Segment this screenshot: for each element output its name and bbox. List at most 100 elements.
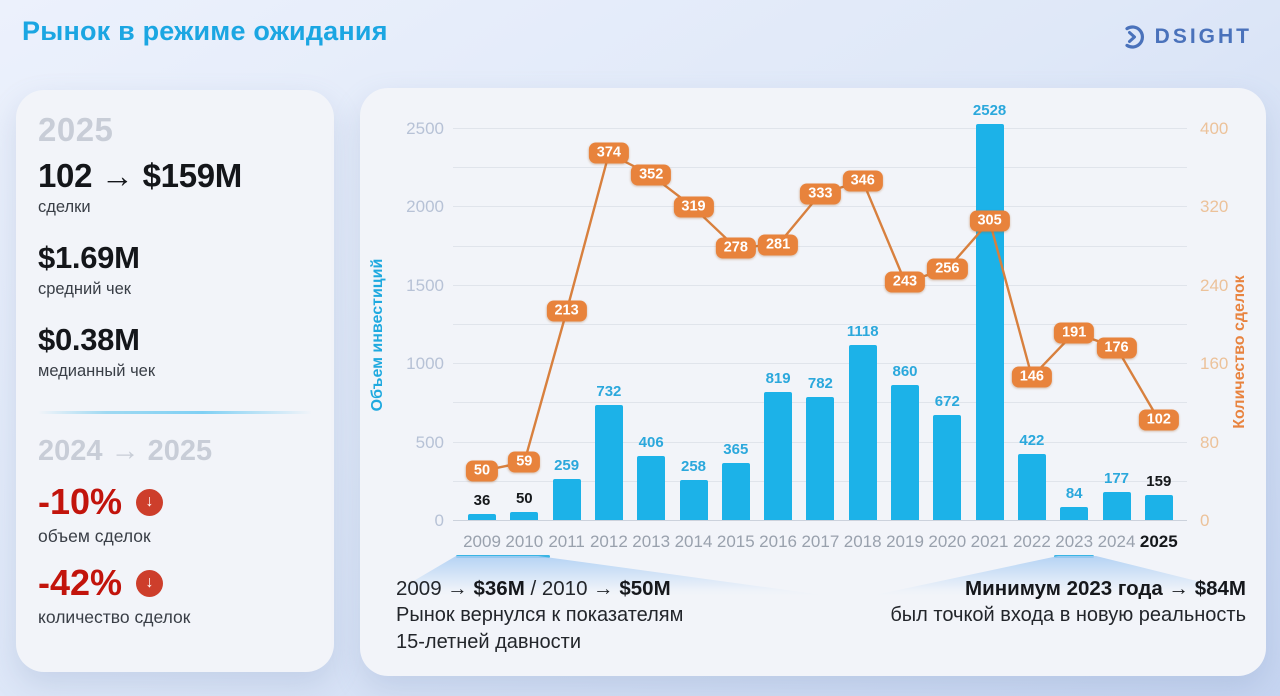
bar-value-label: 177	[1103, 470, 1130, 488]
dsight-logo: DSIGHT	[1120, 24, 1252, 50]
median-check-value: $0.38M	[38, 322, 140, 357]
bar-2017	[806, 397, 835, 520]
sidebar-divider	[38, 411, 312, 414]
gridline	[453, 167, 1187, 169]
spacer	[38, 299, 316, 321]
deal-count-badge-2010: 59	[508, 451, 541, 473]
bar-2016	[764, 391, 793, 520]
deal-count-badge-2023: 191	[1054, 322, 1095, 344]
x-axis-label-2024: 2024	[1097, 532, 1136, 551]
left-axis-tick: 0	[434, 511, 444, 530]
bar-value-label: 258	[680, 457, 707, 475]
bar-2014	[679, 479, 708, 520]
metric-caption: количество сделок	[38, 607, 191, 627]
deal-count-badge-2013: 352	[631, 164, 672, 186]
deal-count-badge-2016: 281	[757, 234, 799, 256]
metric-caption: объем сделок	[38, 526, 151, 546]
annotation-line: Рынок вернулся к показателям	[396, 604, 684, 626]
bar-value-label: 1118	[846, 322, 879, 340]
bar-value-label: 732	[596, 383, 622, 401]
bar-value-label: 84	[1065, 484, 1083, 502]
annotation-2023: Минимум 2023 года → $84M был точкой входа…	[890, 575, 1246, 629]
dsight-logo-icon	[1125, 25, 1144, 49]
deal-count-badge-2025: 102	[1138, 409, 1179, 431]
deal-count-badge-2009: 50	[465, 460, 499, 482]
dsight-logo-text: DSIGHT	[1154, 25, 1252, 48]
metric-value: -10% ↓	[38, 482, 316, 522]
bar-2011	[552, 479, 581, 520]
deals-value: 102 → $159M	[38, 157, 242, 194]
annotation-title: 2009 → $36M / 2010 → $50M	[396, 577, 671, 600]
deal-count-badge-2017: 333	[800, 183, 841, 205]
page-title: Рынок в режиме ожидания	[22, 16, 388, 46]
deals-caption: сделки	[38, 198, 91, 216]
bar-value-label: 259	[554, 457, 580, 475]
x-axis-label-2025: 2025	[1139, 532, 1178, 551]
gridline	[453, 520, 1187, 521]
x-axis-label-2021: 2021	[970, 532, 1009, 551]
deal-count-badge-2020: 256	[927, 258, 968, 280]
x-axis-label-2017: 2017	[801, 532, 840, 551]
metric-value: -42% ↓	[38, 563, 316, 603]
bar-2024	[1102, 492, 1131, 520]
annotation-title: Минимум 2023 года → $84M	[965, 577, 1246, 600]
deal-count-badge-2011: 213	[546, 300, 587, 322]
left-axis-tick: 500	[415, 432, 444, 452]
bar-2015	[721, 462, 750, 520]
gridline	[453, 363, 1187, 365]
x-axis-label-2019: 2019	[886, 532, 924, 551]
x-axis-label-2015: 2015	[716, 532, 755, 551]
left-axis-tick: 2500	[406, 119, 444, 138]
annotation-2009-2010: 2009 → $36M / 2010 → $50M Рынок вернулся …	[396, 575, 683, 656]
deal-count-badge-2018: 346	[842, 170, 883, 192]
x-axis-label-2009: 2009	[463, 532, 501, 551]
bar-2025	[1144, 495, 1173, 520]
right-axis-tick: 0	[1200, 511, 1210, 530]
x-axis-label-2022: 2022	[1012, 532, 1051, 551]
gridline	[453, 245, 1187, 247]
bar-value-label: 50	[515, 490, 533, 508]
right-axis-tick: 400	[1200, 119, 1229, 138]
x-axis-label-2023: 2023	[1055, 532, 1094, 551]
right-axis-tick: 160	[1200, 354, 1229, 374]
annotation-line: 15-летней давности	[396, 631, 582, 653]
right-axis-tick: 240	[1200, 275, 1229, 295]
gridline	[453, 206, 1187, 208]
bar-value-label: 422	[1019, 431, 1045, 449]
x-axis-label-2011: 2011	[548, 532, 585, 551]
bar-value-label: 2528	[972, 101, 1007, 119]
deal-count-badge-2019: 243	[884, 271, 926, 293]
left-axis-tick: 1000	[406, 354, 444, 374]
sidebar-period-label: 2024 → 2025	[38, 435, 213, 467]
chart-card: Объем инвестиций Количество сделок 0 500 1…	[360, 88, 1266, 676]
left-axis-tick: 1500	[406, 275, 444, 295]
spacer	[38, 217, 316, 239]
x-axis-label-2018: 2018	[843, 532, 882, 551]
bar-2010	[510, 512, 539, 520]
deal-count-badge-2012: 374	[588, 142, 629, 164]
deal-count-badge-2022: 146	[1011, 366, 1052, 388]
deal-count-badge-2015: 278	[715, 237, 756, 259]
deal-count-badge-2014: 319	[673, 196, 714, 218]
x-axis-label-2013: 2013	[632, 532, 671, 551]
yoy-metrics: -10% ↓ объем сделок -42% ↓ количество сделок	[38, 482, 316, 628]
bar-value-label: 782	[807, 375, 833, 393]
bar-2009	[468, 514, 496, 520]
left-axis-tick: 2000	[406, 197, 444, 217]
sidebar-year-label: 2025	[38, 111, 114, 148]
bar-value-label: 159	[1146, 473, 1172, 491]
right-axis-tick: 80	[1200, 432, 1219, 452]
down-arrow-icon: ↓	[136, 569, 164, 597]
bar-value-label: 672	[934, 392, 960, 410]
avg-check-value: $1.69M	[38, 240, 140, 275]
gridline	[453, 284, 1187, 286]
x-axis-label-2020: 2020	[928, 532, 967, 551]
right-axis-tick: 320	[1200, 197, 1229, 217]
stats-sidebar: 2025 102 → $159M сделки $1.69M средний ч…	[16, 90, 334, 672]
x-axis-label-2014: 2014	[674, 532, 713, 551]
bar-2012	[594, 405, 623, 520]
bar-2020	[933, 414, 962, 520]
down-arrow-icon: ↓	[136, 488, 164, 516]
x-axis-label-2010: 2010	[505, 532, 544, 551]
avg-check-caption: средний чек	[38, 280, 131, 298]
